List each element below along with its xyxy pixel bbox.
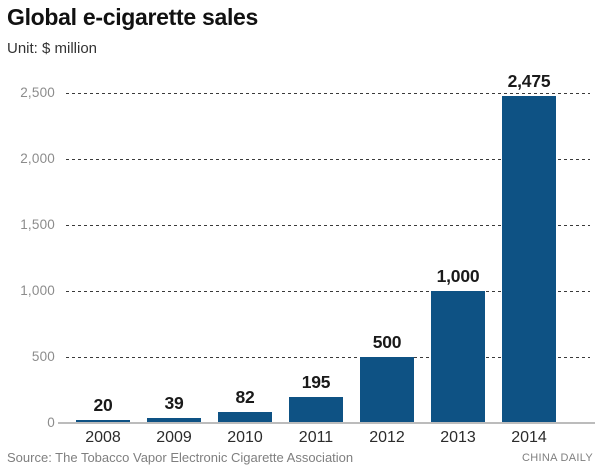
bar-value-label: 39 — [164, 393, 184, 413]
bar-2009 — [147, 418, 201, 423]
gridline-2,000 — [66, 158, 590, 160]
bar-2010 — [218, 412, 272, 423]
bar-2013 — [431, 291, 485, 423]
bar-2012 — [360, 357, 414, 423]
gridline-1,000 — [66, 290, 590, 292]
bar-value-label: 20 — [93, 395, 113, 415]
chart-title: Global e-cigarette sales — [7, 4, 259, 30]
y-tick-label: 1,000 — [20, 283, 55, 298]
bar-value-label: 2,475 — [507, 71, 551, 91]
source-note: Source: The Tobacco Vapor Electronic Cig… — [7, 450, 354, 465]
bar-2008 — [76, 420, 130, 423]
gridline-1,500 — [66, 224, 590, 226]
x-tick-label: 2012 — [369, 429, 405, 446]
x-tick-label: 2009 — [156, 429, 192, 446]
bar-value-label: 1,000 — [436, 266, 480, 286]
gridline-500 — [66, 356, 590, 358]
gridline-2,500 — [66, 92, 590, 94]
y-tick-label: 0 — [47, 415, 55, 430]
bar-value-label: 82 — [235, 387, 255, 407]
y-tick-label: 2,000 — [20, 151, 55, 166]
x-tick-label: 2014 — [511, 429, 547, 446]
y-tick-label: 500 — [31, 349, 55, 364]
x-tick-label: 2008 — [85, 429, 121, 446]
x-tick-label: 2010 — [227, 429, 263, 446]
x-tick-label: 2013 — [440, 429, 476, 446]
bar-2014 — [502, 96, 556, 423]
y-tick-label: 2,500 — [20, 85, 55, 100]
bar-value-label: 195 — [301, 372, 331, 392]
plot-area: 20 2008 39 2009 82 2010 195 2011 500 2012 1,000 201… — [66, 71, 590, 446]
chart-unit-label: Unit: $ million — [7, 40, 98, 57]
bar-2011 — [289, 397, 343, 423]
x-tick-label: 2011 — [298, 429, 334, 446]
x-axis-line — [58, 422, 595, 424]
credit-label: CHINA DAILY — [522, 452, 593, 464]
y-tick-label: 1,500 — [20, 217, 55, 232]
bar-value-label: 500 — [372, 332, 402, 352]
